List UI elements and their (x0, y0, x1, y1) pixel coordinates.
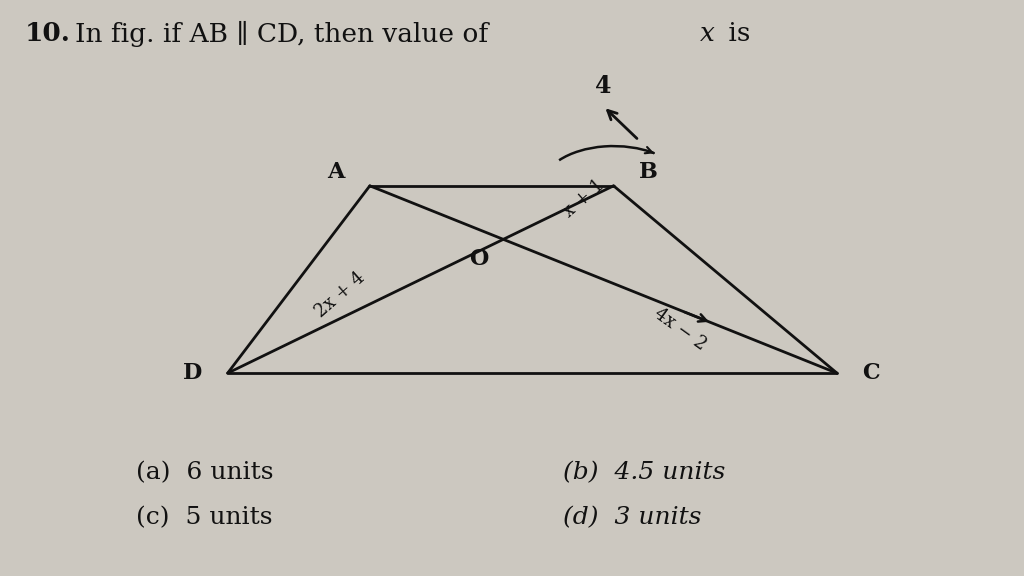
Text: In fig. if AB ∥ CD, then value of: In fig. if AB ∥ CD, then value of (75, 21, 497, 47)
Text: (c)  5 units: (c) 5 units (136, 506, 272, 529)
Text: (a)  6 units: (a) 6 units (136, 461, 273, 484)
Text: x: x (699, 21, 715, 46)
Text: 4x − 2: 4x − 2 (651, 304, 710, 354)
Text: 2x + 4: 2x + 4 (312, 269, 369, 321)
Text: A: A (327, 161, 344, 183)
Text: x + 1: x + 1 (560, 176, 608, 221)
Text: O: O (469, 248, 488, 270)
Text: (b)  4.5 units: (b) 4.5 units (563, 461, 725, 484)
Text: C: C (862, 362, 880, 384)
Text: 4: 4 (595, 74, 611, 98)
Text: is: is (720, 21, 751, 46)
Text: (d)  3 units: (d) 3 units (563, 506, 701, 529)
Text: 10.: 10. (25, 21, 71, 46)
Text: D: D (183, 362, 202, 384)
Text: B: B (639, 161, 657, 183)
